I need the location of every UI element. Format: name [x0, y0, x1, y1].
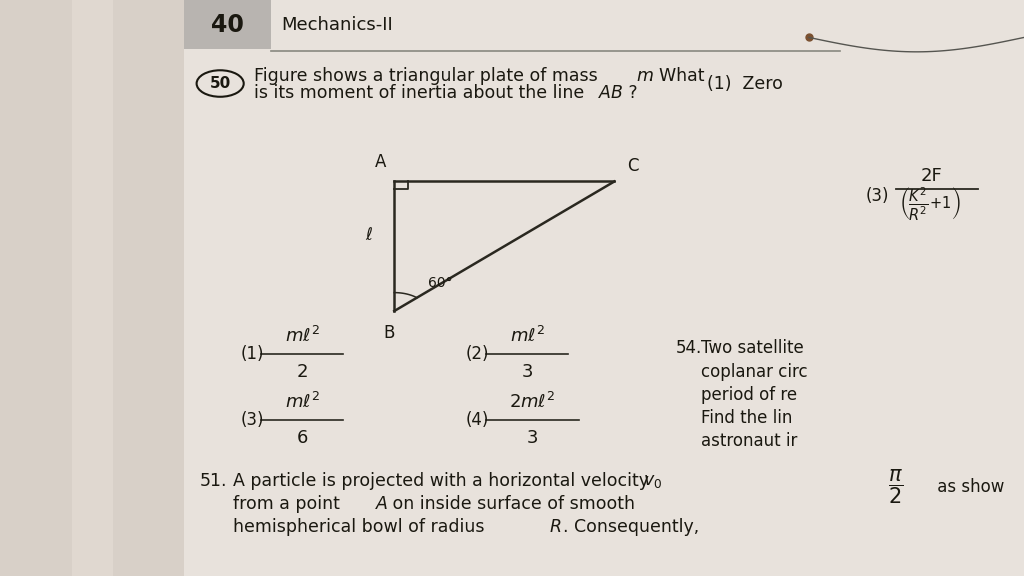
Text: $2m\ell^2$: $2m\ell^2$	[510, 392, 555, 412]
Text: $R$: $R$	[549, 518, 561, 536]
Text: hemispherical bowl of radius: hemispherical bowl of radius	[233, 518, 490, 536]
Text: $m\ell^2$: $m\ell^2$	[285, 392, 319, 412]
Text: as show: as show	[932, 478, 1005, 496]
Text: ?: ?	[623, 84, 637, 103]
Bar	[72, 0, 113, 576]
Text: (1): (1)	[241, 345, 264, 363]
Text: (3): (3)	[865, 187, 889, 205]
Text: . What: . What	[648, 67, 705, 85]
Text: $m$: $m$	[636, 67, 653, 85]
Text: A: A	[375, 153, 386, 171]
Text: period of re: period of re	[701, 385, 798, 404]
Text: $\ell$: $\ell$	[365, 226, 373, 244]
Text: 6: 6	[296, 429, 308, 447]
Text: . Consequently,: . Consequently,	[563, 518, 699, 536]
Text: 51.: 51.	[200, 472, 227, 490]
Text: (3): (3)	[241, 411, 264, 430]
Text: 2: 2	[296, 362, 308, 381]
Text: Figure shows a triangular plate of mass: Figure shows a triangular plate of mass	[254, 67, 603, 85]
Text: Find the lin: Find the lin	[701, 408, 793, 427]
Text: Two satellite: Two satellite	[701, 339, 804, 358]
Text: $AB$: $AB$	[598, 84, 624, 103]
Text: $\!\left(\dfrac{K^2}{R^2}\!+\!1\right)$: $\!\left(\dfrac{K^2}{R^2}\!+\!1\right)$	[901, 185, 961, 223]
Text: from a point: from a point	[233, 495, 346, 513]
Bar	[184, 0, 271, 49]
Text: $m\ell^2$: $m\ell^2$	[510, 326, 545, 346]
Text: (2): (2)	[466, 345, 489, 363]
Text: astronaut ir: astronaut ir	[701, 431, 798, 450]
Bar	[0, 0, 184, 576]
Text: $m\ell^2$: $m\ell^2$	[285, 326, 319, 346]
Text: on inside surface of smooth: on inside surface of smooth	[387, 495, 635, 513]
Text: A particle is projected with a horizontal velocity: A particle is projected with a horizonta…	[233, 472, 655, 490]
Text: 40: 40	[211, 13, 244, 37]
Text: 60°: 60°	[428, 276, 453, 290]
Text: B: B	[383, 324, 395, 342]
Text: Mechanics-II: Mechanics-II	[282, 16, 393, 34]
Text: coplanar circ: coplanar circ	[701, 362, 808, 381]
Bar	[184, 0, 1024, 576]
Text: (1)  Zero: (1) Zero	[707, 74, 782, 93]
Text: 3: 3	[521, 362, 534, 381]
Text: C: C	[627, 157, 638, 175]
Text: is its moment of inertia about the line: is its moment of inertia about the line	[254, 84, 590, 103]
Text: $\dfrac{\pi}{2}$: $\dfrac{\pi}{2}$	[889, 468, 903, 506]
Text: 2F: 2F	[921, 166, 943, 185]
Text: 50: 50	[210, 76, 230, 91]
Text: $v_0$: $v_0$	[643, 472, 663, 490]
Text: (4): (4)	[466, 411, 489, 430]
Text: 54.: 54.	[676, 339, 702, 358]
Text: 3: 3	[526, 429, 539, 447]
Text: $A$: $A$	[375, 495, 388, 513]
